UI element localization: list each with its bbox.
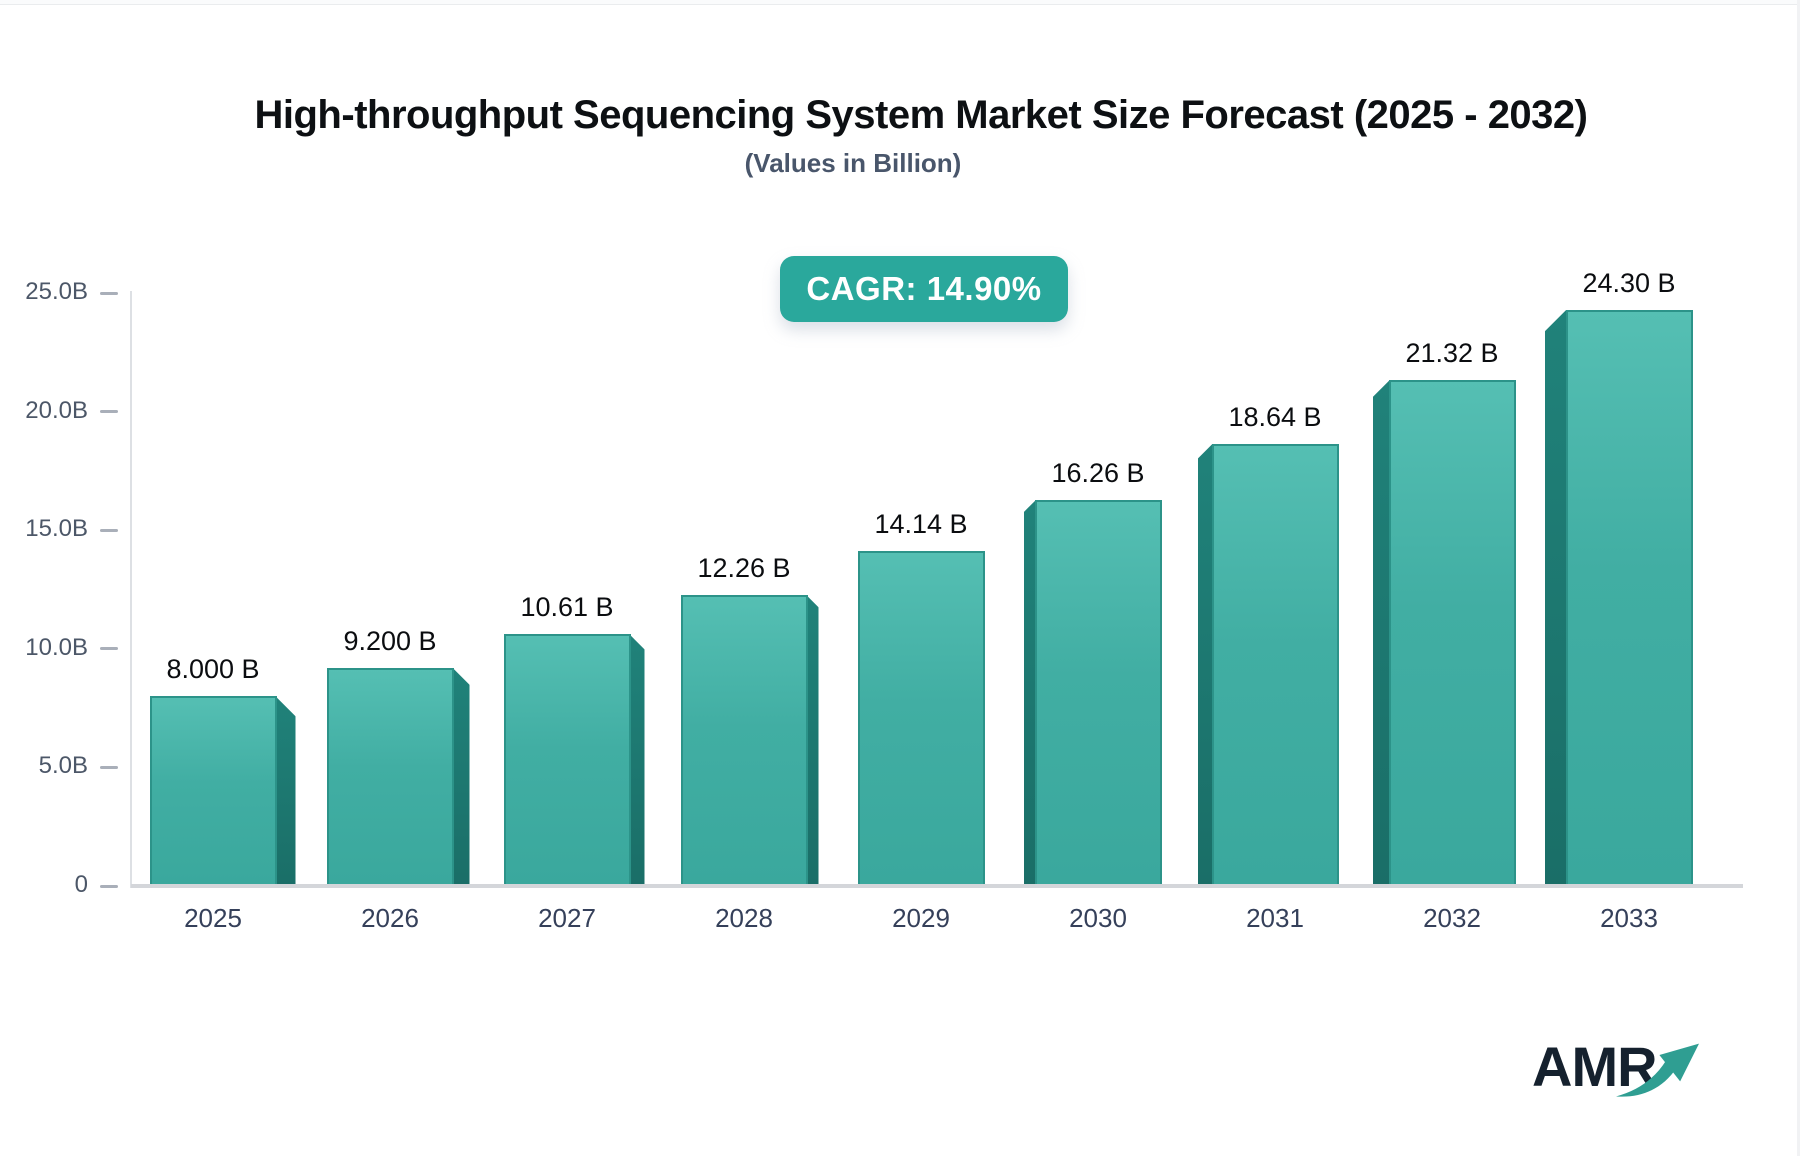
y-tick-label: 15.0B [25, 515, 88, 543]
bar-value-label: 9.200 B [343, 625, 437, 656]
y-tick-mark [100, 291, 118, 295]
bar-side-2028 [806, 595, 819, 888]
y-tick-mark [100, 884, 118, 888]
bar-value-label: 16.26 B [1051, 458, 1145, 489]
bar-2026[interactable] [326, 667, 454, 888]
chart-title: High-throughput Sequencing System Market… [254, 93, 1589, 137]
y-tick-label: 0 [74, 871, 88, 898]
top-edge-divider [0, 0, 1800, 5]
bar-2033[interactable] [1565, 309, 1693, 888]
bar-2031[interactable] [1211, 443, 1339, 888]
y-tick-label: 25.0B [25, 278, 88, 305]
bar-2029[interactable] [857, 550, 985, 888]
bar-value-label: 21.32 B [1405, 338, 1499, 369]
bar-value-label: 10.61 B [520, 592, 614, 623]
bar-side-2032 [1372, 380, 1390, 888]
amr-logo: AMR [1532, 1032, 1747, 1112]
y-axis-line [130, 291, 132, 888]
amr-logo-text: AMR [1532, 1035, 1658, 1098]
y-tick-label: 10.0B [25, 633, 88, 661]
cagr-badge: CAGR: 14.90% [780, 256, 1068, 322]
x-axis-label-2029: 2029 [892, 903, 950, 933]
x-axis-label-2026: 2026 [361, 903, 419, 933]
y-tick-label: 5.0B [38, 752, 88, 780]
x-axis-baseline [131, 884, 1743, 888]
bar-value-label: 14.14 B [874, 508, 968, 539]
bar-side-2025 [275, 696, 296, 888]
y-tick-mark [100, 528, 118, 532]
bar-side-2027 [629, 634, 645, 888]
x-axis-label-2031: 2031 [1246, 903, 1304, 933]
x-axis-label-2032: 2032 [1423, 903, 1481, 933]
bar-2028[interactable] [680, 595, 808, 888]
x-axis-label-2025: 2025 [184, 903, 242, 933]
cagr-badge-label: CAGR: 14.90% [806, 270, 1042, 307]
bar-side-2033 [1544, 309, 1567, 888]
bar-side-2026 [452, 667, 470, 888]
y-tick-mark [100, 410, 118, 414]
y-tick-mark [100, 765, 118, 769]
bar-value-label: 8.000 B [166, 654, 260, 685]
x-axis-label-2030: 2030 [1069, 903, 1127, 933]
bar-value-label: 12.26 B [697, 553, 791, 584]
bar-2027[interactable] [503, 634, 631, 888]
bar-value-label: 24.30 B [1582, 267, 1676, 298]
x-axis-label-2027: 2027 [538, 903, 596, 933]
bar-2032[interactable] [1388, 380, 1516, 888]
bar-value-label: 18.64 B [1228, 401, 1322, 432]
chart-subtitle: (Values in Billion) [744, 148, 962, 178]
bar-side-2030 [1023, 500, 1036, 888]
x-axis-label-2033: 2033 [1600, 903, 1658, 933]
x-axis-label-2028: 2028 [715, 903, 773, 933]
bar-side-2031 [1197, 443, 1213, 888]
bar-2030[interactable] [1034, 500, 1162, 888]
right-edge-divider [1797, 0, 1800, 1156]
growth-arrow-icon [1616, 1043, 1699, 1097]
bar-2025[interactable] [149, 696, 277, 888]
y-tick-mark [100, 647, 118, 651]
y-tick-label: 20.0B [25, 396, 88, 424]
